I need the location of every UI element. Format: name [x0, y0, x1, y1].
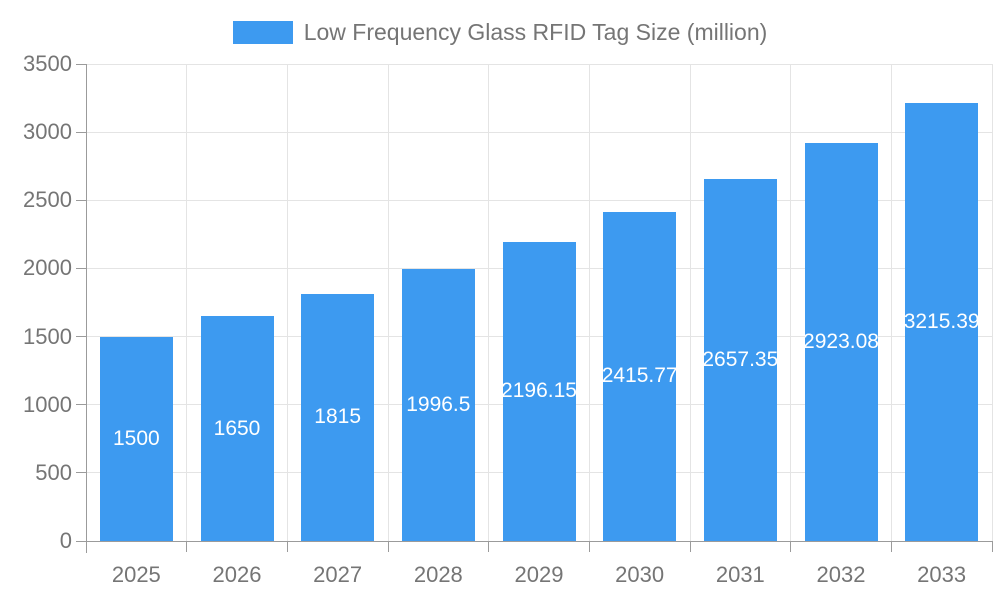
bar-2026: 1650 — [200, 316, 274, 541]
bar-value-label: 1815 — [314, 405, 362, 429]
x-axis-tick — [286, 541, 288, 552]
y-axis-tick-label: 2000 — [23, 255, 72, 281]
bar-2031: 2657.35 — [703, 178, 777, 541]
gridline-vertical — [790, 64, 792, 541]
y-axis-tick-label: 2500 — [23, 187, 72, 213]
bar-value-label: 2657.35 — [703, 347, 777, 371]
x-axis-tick — [689, 541, 691, 552]
y-axis-tick-label: 3500 — [23, 51, 72, 76]
x-axis-category-label: 2031 — [715, 562, 765, 587]
x-axis-tick — [588, 541, 590, 552]
x-axis-category-label: 2030 — [615, 562, 665, 587]
legend-item[interactable]: Low Frequency Glass RFID Tag Size (milli… — [232, 19, 768, 45]
bar-value-label: 1996.5 — [406, 392, 471, 416]
y-axis-tick-label: 500 — [35, 459, 72, 485]
legend: Low Frequency Glass RFID Tag Size (milli… — [0, 20, 1000, 44]
gridline-horizontal — [86, 131, 992, 133]
bar-value-label: 1500 — [112, 426, 160, 450]
x-axis-tick — [890, 541, 892, 552]
x-axis-category-label: 2032 — [816, 562, 866, 587]
gridline-horizontal — [86, 63, 992, 65]
x-axis-tick — [790, 541, 792, 552]
x-axis-category-label: 2028 — [413, 562, 463, 587]
y-axis-tick — [76, 336, 86, 338]
x-axis-tick — [387, 541, 389, 552]
legend-label: Low Frequency Glass RFID Tag Size (milli… — [303, 19, 768, 45]
y-axis-tick-label: 1000 — [23, 391, 72, 417]
x-axis-tick — [186, 541, 188, 552]
y-axis-tick — [76, 404, 86, 406]
x-axis-line — [76, 541, 992, 542]
bar-2028: 1996.5 — [401, 268, 475, 541]
bar-2033: 3215.39 — [905, 102, 979, 541]
y-axis-tick — [76, 63, 86, 65]
y-axis-tick — [76, 472, 86, 474]
y-axis-tick — [76, 131, 86, 133]
x-axis-category-label: 2026 — [212, 562, 262, 587]
y-axis-line — [86, 64, 87, 553]
gridline-vertical — [689, 64, 691, 541]
bar-value-label: 2923.08 — [804, 329, 878, 353]
gridline-vertical — [890, 64, 892, 541]
bar-value-label: 1650 — [213, 416, 261, 440]
y-axis-tick-label: 3000 — [23, 119, 72, 145]
legend-swatch — [232, 20, 293, 44]
gridline-vertical — [286, 64, 288, 541]
plot-area: 1500 1650 1815 1996.5 2196.15 2415.77 2657.35 2… — [76, 63, 993, 553]
bar-2032: 2923.08 — [804, 142, 878, 541]
x-axis-category-label: 2027 — [313, 562, 363, 587]
bar-2025: 1500 — [99, 336, 173, 541]
bar-2027: 1815 — [301, 293, 375, 541]
y-axis-tick — [76, 199, 86, 201]
gridline-horizontal — [86, 199, 992, 201]
y-axis-tick-label: 1500 — [23, 323, 72, 349]
bar-2029: 2196.15 — [502, 241, 576, 541]
bar-value-label: 2415.77 — [603, 364, 677, 388]
x-axis-category-label: 2025 — [111, 562, 161, 587]
gridline-vertical — [488, 64, 490, 541]
x-axis-category-label: 2033 — [917, 562, 967, 587]
x-axis-category-label: 2029 — [514, 562, 564, 587]
x-axis-tick — [991, 541, 993, 552]
bar-value-label: 3215.39 — [905, 309, 979, 333]
x-axis-tick — [488, 541, 490, 552]
gridline-vertical — [186, 64, 188, 541]
bar-2030: 2415.77 — [603, 211, 677, 541]
y-axis-tick-label: 0 — [59, 528, 72, 553]
y-axis-tick — [76, 267, 86, 269]
gridline-vertical — [588, 64, 590, 541]
gridline-vertical — [991, 64, 993, 541]
gridline-vertical — [387, 64, 389, 541]
bar-value-label: 2196.15 — [502, 379, 576, 403]
